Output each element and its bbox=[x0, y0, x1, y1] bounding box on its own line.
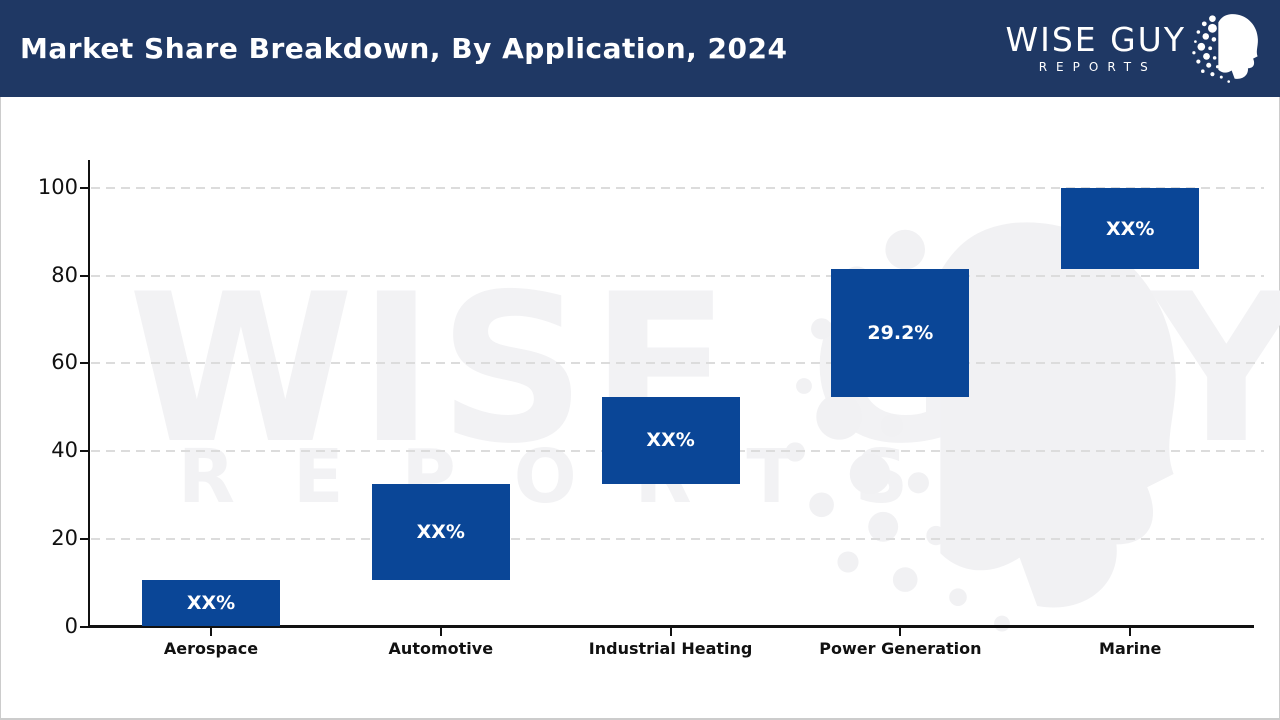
gridline-80 bbox=[91, 274, 1264, 277]
x-axis bbox=[88, 625, 1254, 628]
y-tick-80 bbox=[80, 274, 88, 277]
bar-marine: XX% bbox=[1061, 188, 1200, 270]
bar-automotive: XX% bbox=[371, 483, 510, 580]
y-tick-100 bbox=[80, 187, 88, 189]
gridline-20 bbox=[91, 537, 1264, 540]
x-tick-aerospace bbox=[210, 628, 212, 636]
y-tick-label-40: 40 bbox=[51, 438, 78, 463]
category-label-automotive: Automotive bbox=[388, 639, 494, 658]
bar-value-label-industrial-heating: XX% bbox=[646, 429, 695, 452]
y-tick-label-20: 20 bbox=[51, 525, 78, 550]
x-tick-marine bbox=[1129, 628, 1132, 636]
gridline-100 bbox=[91, 187, 1264, 189]
category-label-marine: Marine bbox=[1099, 639, 1162, 658]
bar-industrial-heating: XX% bbox=[601, 397, 740, 484]
y-tick-40 bbox=[80, 450, 88, 453]
logo-subtitle: REPORTS bbox=[1038, 60, 1157, 74]
y-tick-0 bbox=[80, 625, 88, 628]
y-tick-label-80: 80 bbox=[51, 262, 78, 287]
gridline-60 bbox=[91, 362, 1264, 365]
bar-value-label-power-generation: 29.2% bbox=[867, 322, 934, 345]
wise-guy-logo: WISE GUY REPORTS bbox=[1005, 11, 1262, 87]
y-axis bbox=[88, 160, 90, 627]
logo-text: WISE GUY REPORTS bbox=[1005, 23, 1186, 74]
logo-wordmark: WISE GUY bbox=[1005, 20, 1186, 59]
header-bar: Market Share Breakdown, By Application, … bbox=[0, 0, 1280, 97]
y-tick-label-100: 100 bbox=[37, 175, 78, 199]
bar-value-label-automotive: XX% bbox=[416, 520, 465, 543]
x-tick-power-generation bbox=[899, 628, 902, 636]
category-label-power-generation: Power Generation bbox=[819, 639, 982, 658]
y-tick-label-0: 0 bbox=[64, 613, 78, 638]
category-label-aerospace: Aerospace bbox=[163, 639, 259, 658]
y-tick-20 bbox=[80, 537, 88, 540]
x-tick-industrial-heating bbox=[669, 628, 672, 636]
bar-aerospace: XX% bbox=[142, 579, 280, 627]
y-tick-60 bbox=[80, 362, 88, 365]
y-tick-label-60: 60 bbox=[51, 350, 78, 375]
bar-power-generation: 29.2% bbox=[831, 269, 970, 398]
category-label-industrial-heating: Industrial Heating bbox=[588, 639, 753, 658]
bar-value-label-marine: XX% bbox=[1106, 217, 1155, 240]
x-tick-automotive bbox=[439, 628, 442, 636]
chart-title: Market Share Breakdown, By Application, … bbox=[20, 32, 788, 65]
bar-value-label-aerospace: XX% bbox=[186, 592, 236, 615]
